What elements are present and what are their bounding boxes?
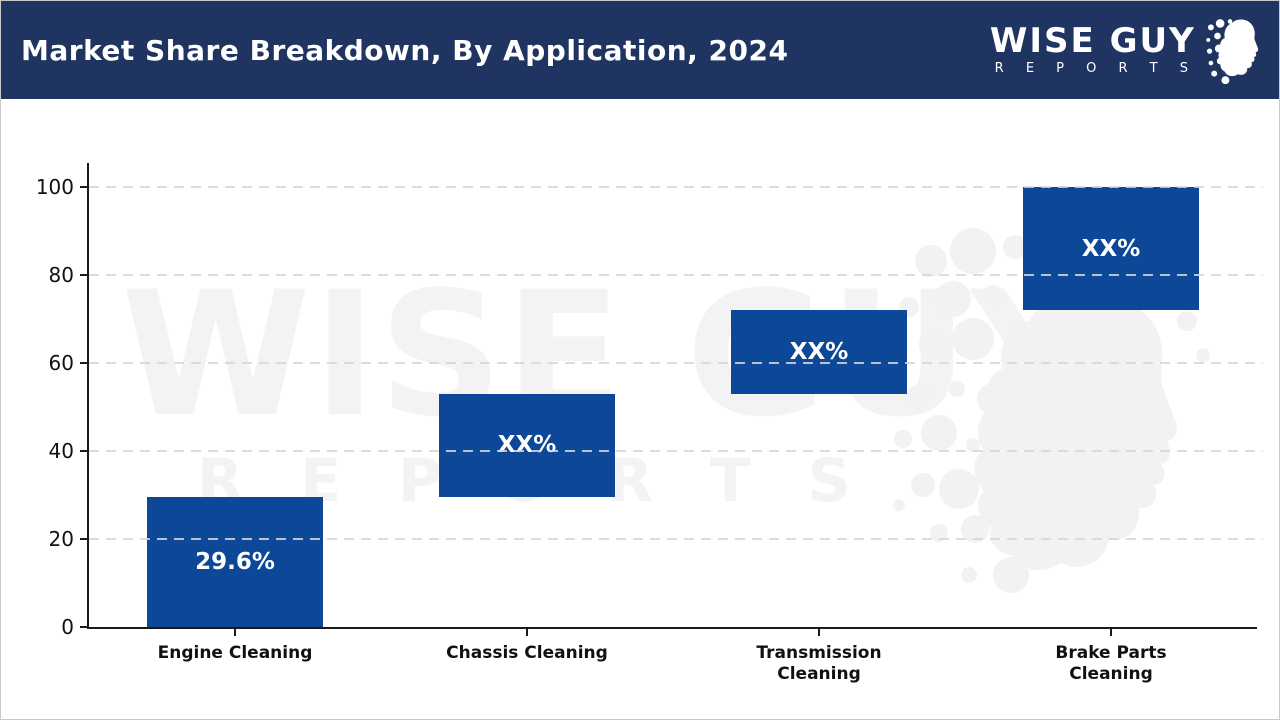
y-tick-label: 100	[35, 175, 74, 199]
brand-logo: WISE GUY R E P O R T S	[989, 14, 1267, 87]
y-tick-mark	[80, 362, 89, 364]
bar-segment: 29.6%	[147, 496, 323, 627]
x-category-label: Brake Parts Cleaning	[1055, 643, 1167, 684]
bar-segment: XX%	[439, 393, 615, 497]
y-tick-label: 40	[48, 439, 74, 463]
x-category-label: Engine Cleaning	[157, 643, 313, 663]
bar-segment: XX%	[731, 310, 907, 394]
chart-area: WISE GUY R E P O R T S 29.6%Engine Clean…	[1, 99, 1279, 719]
y-tick-label: 60	[48, 351, 74, 375]
gridline	[89, 362, 1263, 364]
y-tick-label: 20	[48, 527, 74, 551]
gridline	[89, 450, 1263, 452]
y-tick-label: 80	[48, 263, 74, 287]
y-axis-spine	[87, 163, 89, 629]
header-banner: Market Share Breakdown, By Application, …	[1, 1, 1279, 99]
x-tick-mark	[818, 627, 820, 636]
y-tick-mark	[80, 274, 89, 276]
y-tick-mark	[80, 186, 89, 188]
bar-segment: XX%	[1023, 187, 1199, 311]
x-tick-mark	[1110, 627, 1112, 636]
brand-subtitle: R E P O R T S	[994, 61, 1197, 76]
y-tick-label: 0	[61, 615, 74, 639]
x-axis-spine	[87, 627, 1257, 629]
x-tick-mark	[526, 627, 528, 636]
plot: 29.6% Engine Cleaning XX% Chassis Cleaning X…	[1, 99, 1279, 719]
bar-value-label: XX%	[497, 432, 557, 459]
bar-value-label: XX%	[1081, 235, 1141, 262]
bar-value-label: 29.6%	[195, 548, 275, 575]
x-category-label: Chassis Cleaning	[446, 643, 608, 663]
x-tick-mark	[234, 627, 236, 636]
x-category-label: Transmission Cleaning	[756, 643, 882, 684]
y-tick-mark	[80, 450, 89, 452]
brand-logo-text: WISE GUY R E P O R T S	[989, 23, 1197, 77]
brand-face-icon	[1201, 14, 1267, 87]
brand-name: WISE GUY	[989, 21, 1196, 61]
y-tick-mark	[80, 538, 89, 540]
bar-value-label: XX%	[789, 338, 849, 365]
page-title: Market Share Breakdown, By Application, …	[21, 33, 789, 67]
y-tick-mark	[80, 626, 89, 628]
